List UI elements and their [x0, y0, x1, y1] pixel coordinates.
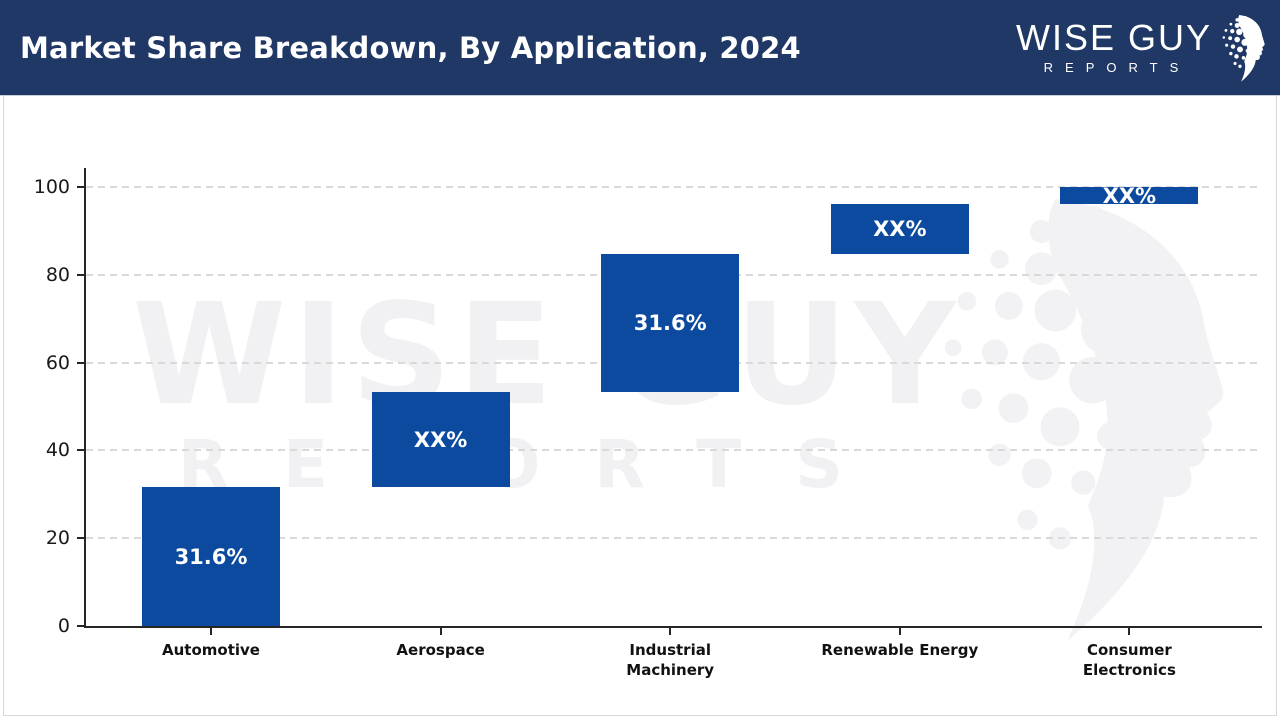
gridline — [86, 449, 1262, 452]
watermark-tagline: REPORTS — [178, 426, 897, 503]
x-tick-mark — [210, 628, 212, 635]
page-title: Market Share Breakdown, By Application, … — [20, 30, 801, 65]
x-tick-mark — [439, 628, 442, 635]
x-category-label: Industrial Machinery — [626, 641, 715, 679]
y-tick-mark — [77, 625, 85, 627]
bar-value-label: XX% — [873, 216, 927, 241]
y-tick-label: 0 — [57, 615, 70, 637]
y-tick-label: 60 — [45, 351, 70, 374]
x-category-label: Automotive — [162, 641, 260, 659]
brand-logo-text: WISE GUY REPORTS — [1015, 17, 1212, 76]
x-axis-line — [84, 626, 1262, 628]
x-tick-mark — [669, 628, 672, 635]
y-axis-line — [84, 168, 86, 628]
bar: 31.6% — [601, 253, 740, 393]
gridline — [86, 537, 1262, 540]
bar-value-label: 31.6% — [633, 311, 707, 336]
y-tick-mark — [77, 449, 85, 452]
brand-name: WISE GUY — [1015, 17, 1212, 58]
y-tick-mark — [77, 186, 85, 188]
y-tick-label: 20 — [45, 527, 70, 550]
y-tick-mark — [77, 273, 85, 276]
content-frame — [3, 95, 1277, 716]
watermark-wordmark: WISE GUY — [132, 274, 962, 437]
brand-logo: WISE GUY REPORTS — [1016, 9, 1266, 87]
x-tick-mark — [1128, 628, 1131, 635]
bar: XX% — [830, 204, 969, 254]
y-tick-label: 100 — [33, 176, 70, 198]
brand-tagline: REPORTS — [1043, 60, 1191, 75]
bar: XX% — [371, 392, 510, 488]
y-tick-label: 40 — [45, 439, 70, 462]
x-tick-mark — [898, 628, 901, 635]
y-tick-mark — [77, 361, 85, 364]
bar-value-label: 31.6% — [174, 544, 248, 569]
bar-value-label: XX% — [413, 427, 468, 452]
y-tick-mark — [77, 537, 85, 540]
x-category-label: Renewable Energy — [821, 641, 979, 659]
bar-value-label: XX% — [1102, 187, 1157, 205]
x-category-label: Aerospace — [396, 641, 485, 659]
header: Market Share Breakdown, By Application, … — [0, 0, 1280, 95]
bar: XX% — [1060, 187, 1199, 205]
bar: 31.6% — [142, 487, 280, 626]
brand-head-icon — [1222, 14, 1265, 82]
gridline — [86, 186, 1262, 188]
y-tick-label: 80 — [45, 263, 70, 286]
x-category-label: Consumer Electronics — [1082, 641, 1176, 679]
